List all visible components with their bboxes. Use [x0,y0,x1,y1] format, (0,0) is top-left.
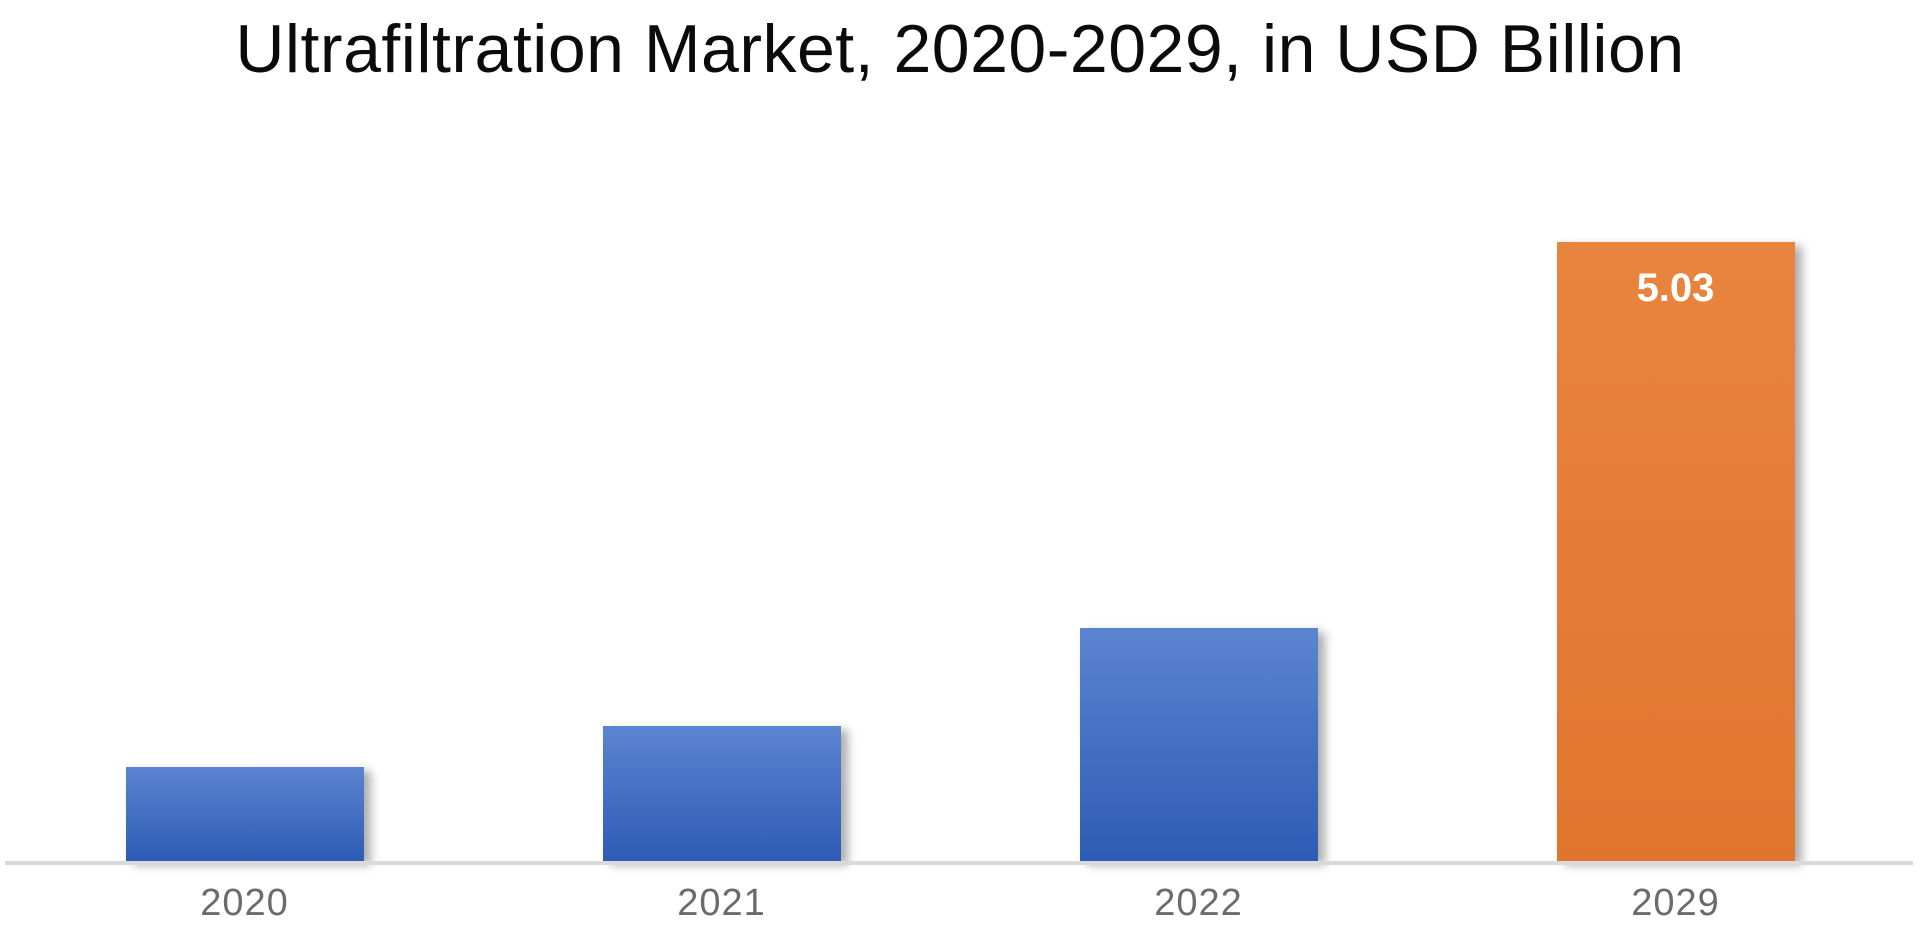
x-axis-label-2029: 2029 [1631,882,1720,924]
bar-value-label-2029: 5.03 [1636,266,1715,310]
chart-title: Ultrafiltration Market, 2020-2029, in US… [235,11,1685,87]
x-axis-label-2022: 2022 [1154,882,1243,924]
bar-slot-2022 [960,242,1437,861]
bar-slot-2020 [6,242,483,861]
bar-2029: 5.03 [1556,242,1795,861]
bar-2021 [602,726,841,861]
x-axis-labels: 2020 2021 2022 2029 [6,882,1914,925]
x-axis-label-2021: 2021 [677,882,766,924]
x-axis-line [5,861,1913,865]
bar-2022 [1079,628,1318,861]
x-axis-label-2020: 2020 [200,882,289,924]
bar-2020 [125,767,364,861]
bar-slot-2021 [483,242,960,861]
plot-area: 5.03 [6,242,1914,861]
bar-slot-2029: 5.03 [1437,242,1914,861]
